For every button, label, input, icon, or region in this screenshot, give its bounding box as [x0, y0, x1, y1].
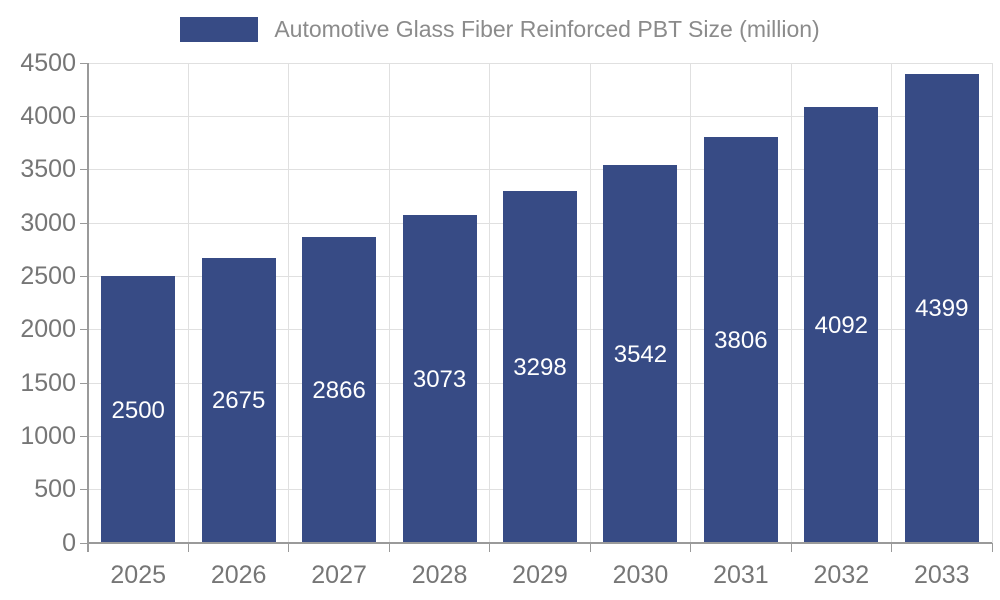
- legend-item[interactable]: Automotive Glass Fiber Reinforced PBT Si…: [0, 15, 1000, 43]
- y-axis-tick: [80, 62, 88, 64]
- x-axis-line: [88, 542, 992, 544]
- x-axis-tick: [790, 543, 792, 552]
- x-axis-tick: [891, 543, 893, 552]
- bar-value-label: 3542: [613, 341, 668, 369]
- bar[interactable]: 3073: [402, 215, 477, 543]
- y-tick-label: 1000: [20, 421, 76, 450]
- h-gridline: [88, 115, 992, 117]
- y-axis-line: [87, 63, 89, 552]
- y-axis-tick: [80, 329, 88, 331]
- y-tick-label: 500: [34, 475, 76, 504]
- v-gridline: [288, 63, 290, 543]
- x-axis-tick: [288, 543, 290, 552]
- y-tick-label: 4000: [20, 101, 76, 130]
- y-axis-tick: [80, 382, 88, 384]
- x-axis-tick: [489, 543, 491, 552]
- v-gridline: [489, 63, 491, 543]
- v-gridline: [790, 63, 792, 543]
- x-axis-tick: [388, 543, 390, 552]
- x-axis-tick: [589, 543, 591, 552]
- x-axis-tick: [187, 543, 189, 552]
- v-gridline: [388, 63, 390, 543]
- bar[interactable]: 2866: [302, 237, 377, 543]
- v-gridline: [991, 63, 993, 543]
- x-tick-label: 2031: [713, 561, 769, 589]
- x-tick-label: 2030: [612, 561, 669, 589]
- y-tick-label: 0: [62, 528, 76, 557]
- legend-swatch: [180, 16, 259, 42]
- bar-value-label: 4092: [814, 311, 869, 339]
- v-gridline: [690, 63, 692, 543]
- x-tick-label: 2029: [512, 561, 568, 589]
- bar-value-label: 2500: [111, 396, 165, 424]
- y-tick-label: 3000: [20, 208, 76, 237]
- bar-value-label: 3073: [412, 366, 467, 394]
- x-axis-tick: [690, 543, 692, 552]
- y-tick-label: 2000: [20, 315, 76, 344]
- y-tick-label: 2500: [20, 261, 76, 290]
- bar-value-label: 4399: [915, 295, 969, 323]
- bar[interactable]: 3298: [503, 191, 577, 543]
- h-gridline: [88, 169, 992, 171]
- bar[interactable]: 2500: [101, 276, 176, 543]
- bar-value-label: 2866: [312, 377, 366, 405]
- y-tick-label: 4500: [20, 48, 76, 77]
- bar-value-label: 2675: [211, 387, 266, 415]
- y-axis-tick: [80, 275, 88, 277]
- bar[interactable]: 4092: [804, 106, 879, 543]
- x-tick-label: 2025: [110, 561, 167, 589]
- y-axis-tick: [80, 169, 88, 171]
- v-gridline: [589, 63, 591, 543]
- x-tick-label: 2026: [210, 561, 267, 589]
- bar[interactable]: 3806: [703, 137, 778, 543]
- v-gridline: [187, 63, 189, 543]
- x-tick-label: 2032: [813, 561, 870, 589]
- y-axis-tick: [80, 489, 88, 491]
- y-axis-tick: [80, 115, 88, 117]
- y-axis-tick: [80, 435, 88, 437]
- bar-value-label: 3806: [714, 327, 768, 354]
- y-tick-label: 3500: [20, 155, 76, 184]
- bar[interactable]: 4399: [904, 73, 979, 543]
- x-tick-label: 2028: [411, 561, 468, 589]
- y-axis-tick: [80, 542, 88, 544]
- y-axis-tick: [80, 222, 88, 224]
- legend-label: Automotive Glass Fiber Reinforced PBT Si…: [274, 16, 820, 42]
- bar[interactable]: 2675: [201, 257, 276, 543]
- h-gridline: [88, 62, 992, 64]
- x-tick-label: 2027: [311, 561, 367, 589]
- x-axis-tick: [991, 543, 993, 552]
- bar[interactable]: 3542: [603, 165, 678, 543]
- x-tick-label: 2033: [913, 561, 970, 589]
- v-gridline: [891, 63, 893, 543]
- plot-area: 2500 2675 2866 3073 3298 3542 3806 4092 4399: [88, 62, 993, 543]
- bar-value-label: 3298: [513, 354, 567, 382]
- y-tick-label: 1500: [20, 368, 76, 397]
